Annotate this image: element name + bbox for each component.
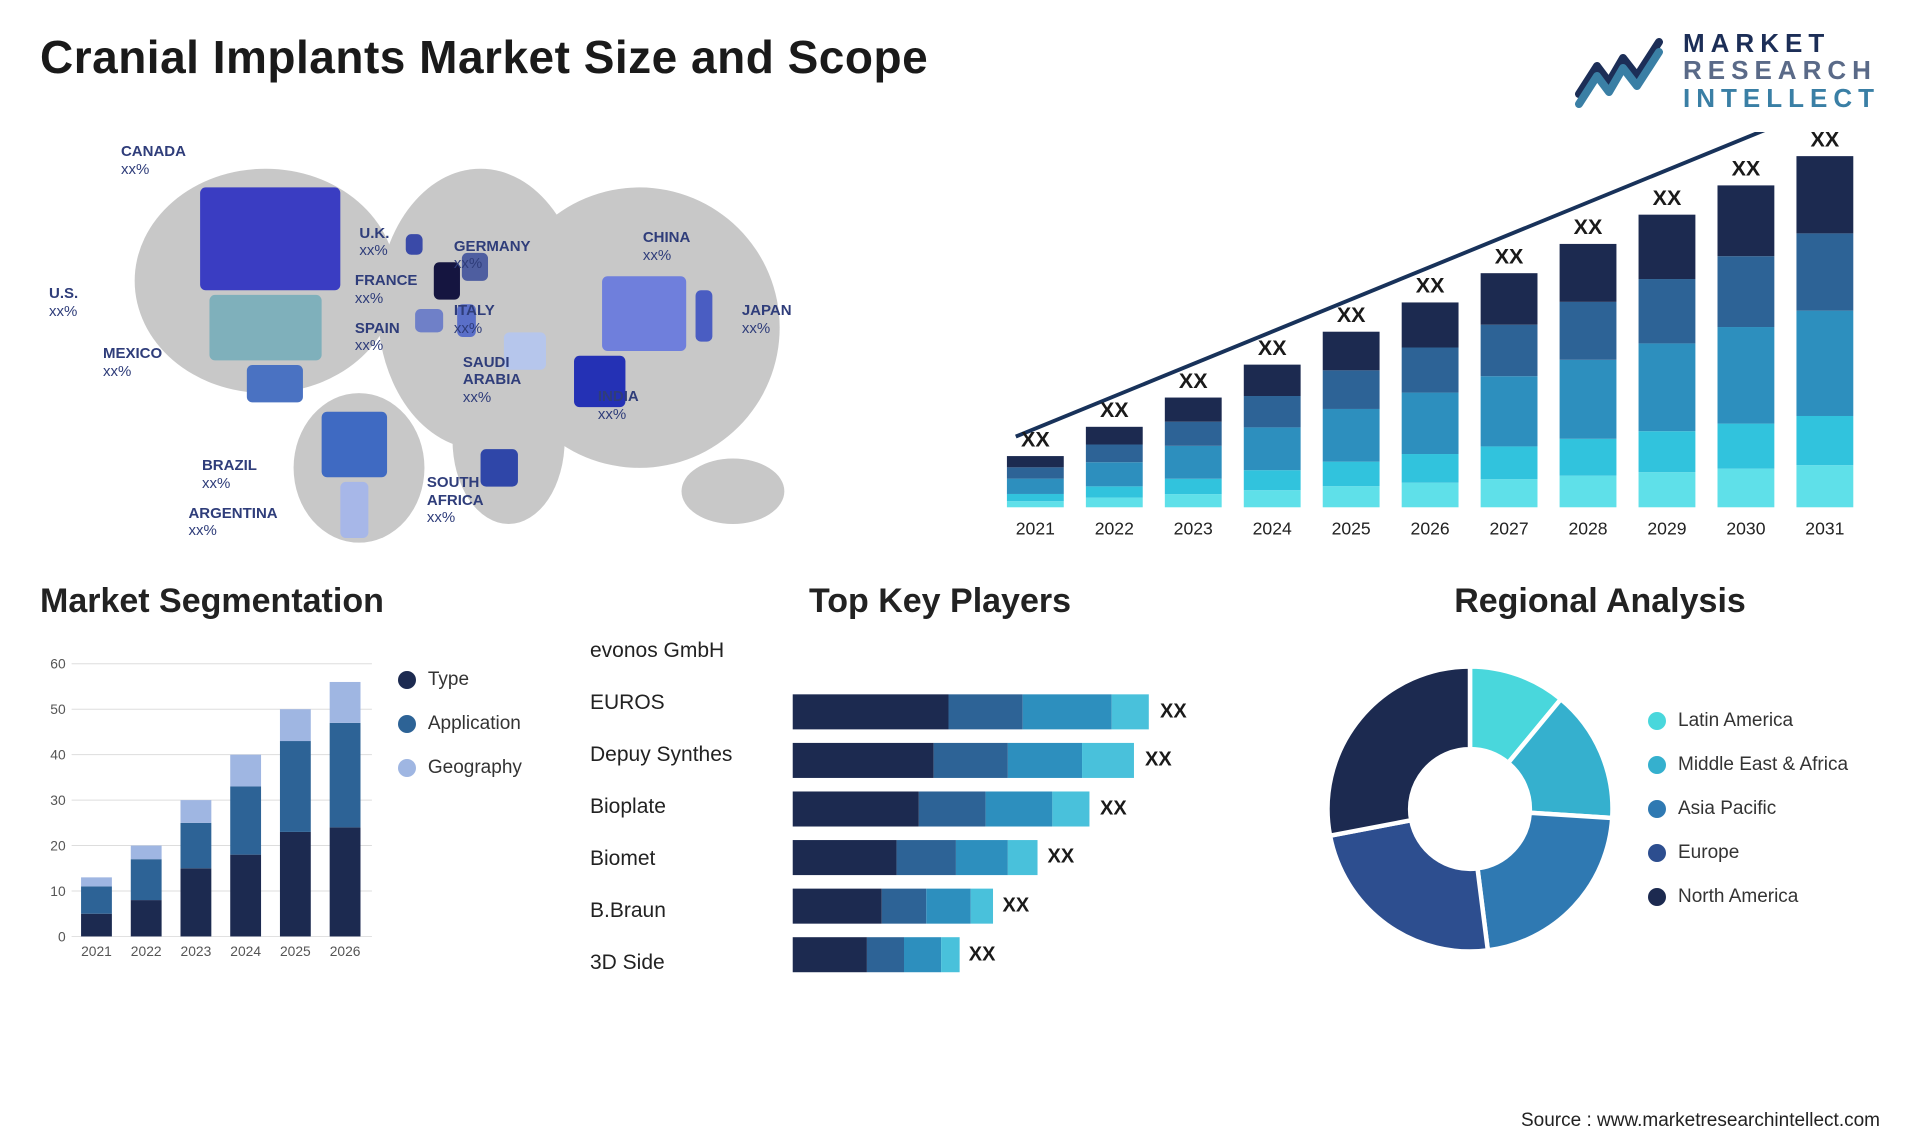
regional-donut-svg [1320, 659, 1620, 959]
svg-text:2024: 2024 [230, 943, 261, 959]
segmentation-legend: Type Application Geography [398, 639, 560, 979]
svg-text:XX: XX [1021, 427, 1050, 451]
regional-title: Regional Analysis [1454, 582, 1746, 621]
player-value: XX [1145, 749, 1172, 772]
svg-text:XX: XX [1573, 215, 1602, 239]
map-label: ITALYxx% [454, 302, 495, 337]
player-value: XX [969, 943, 996, 966]
map-label: CHINAxx% [643, 229, 691, 264]
svg-text:2022: 2022 [131, 943, 162, 959]
segmentation-svg: 0 10 20 30 40 50 60 2021 2022 2023 2024 2025 2026 [40, 639, 376, 979]
map-label: U.K.xx% [359, 225, 389, 260]
svg-text:40: 40 [50, 746, 66, 762]
player-value: XX [1160, 700, 1187, 723]
svg-text:50: 50 [50, 701, 66, 717]
legend-item: North America [1648, 886, 1848, 908]
legend-item: Middle East & Africa [1648, 754, 1848, 776]
logo-line1: MARKET [1683, 30, 1880, 57]
svg-text:2026: 2026 [330, 943, 361, 959]
map-label: SPAINxx% [355, 320, 400, 355]
brand-mark-icon [1575, 34, 1665, 108]
legend-item: Application [398, 713, 560, 735]
players-panel: Top Key Players evonos GmbH EUROS Depuy Sy… [590, 582, 1290, 1002]
player-label: Depuy Synthes [590, 743, 770, 767]
logo-line2: RESEARCH [1683, 57, 1880, 84]
player-label: EUROS [590, 691, 770, 715]
market-size-svg: 2021 2022 2023 2024 2025 2026 2027 2028 2029 2030… [990, 132, 1870, 552]
legend-item: Latin America [1648, 710, 1848, 732]
regional-panel: Regional Analysis Latin America Middle Ea… [1320, 582, 1880, 1002]
map-label: INDIAxx% [598, 388, 639, 423]
map-label: MEXICOxx% [103, 345, 162, 380]
map-label: GERMANYxx% [454, 238, 531, 273]
regional-donut [1320, 659, 1620, 959]
legend-item: Europe [1648, 842, 1848, 864]
svg-text:XX: XX [1494, 244, 1523, 268]
players-bars: XX XX XX XX XX XX [790, 639, 1290, 979]
player-label: 3D Side [590, 951, 770, 975]
map-label: SAUDIARABIAxx% [463, 354, 521, 406]
svg-text:2028: 2028 [1568, 519, 1607, 539]
map-label: U.S.xx% [49, 285, 78, 320]
segmentation-panel: Market Segmentation 0 10 20 30 40 50 60 2021 20… [40, 582, 560, 1002]
player-value: XX [1100, 797, 1127, 820]
svg-text:2024: 2024 [1252, 519, 1291, 539]
svg-text:2031: 2031 [1805, 519, 1844, 539]
player-label: evonos GmbH [590, 639, 770, 663]
map-label: BRAZILxx% [202, 457, 257, 492]
players-svg [790, 639, 1290, 979]
regional-legend: Latin America Middle East & Africa Asia Pa… [1648, 710, 1848, 908]
svg-text:2023: 2023 [1173, 519, 1212, 539]
svg-text:XX: XX [1810, 132, 1839, 151]
player-label: Biomet [590, 847, 770, 871]
segmentation-title: Market Segmentation [40, 582, 560, 621]
svg-text:XX: XX [1337, 303, 1366, 327]
legend-item: Type [398, 669, 560, 691]
map-label: CANADAxx% [121, 143, 186, 178]
svg-text:XX: XX [1179, 369, 1208, 393]
svg-text:2026: 2026 [1410, 519, 1449, 539]
player-label: Bioplate [590, 795, 770, 819]
svg-text:2029: 2029 [1647, 519, 1686, 539]
logo-line3: INTELLECT [1683, 85, 1880, 112]
svg-text:2021: 2021 [81, 943, 112, 959]
svg-text:2025: 2025 [280, 943, 311, 959]
svg-text:XX: XX [1100, 398, 1129, 422]
map-label: JAPANxx% [742, 302, 792, 337]
svg-text:20: 20 [50, 837, 66, 853]
map-label: FRANCExx% [355, 272, 418, 307]
svg-text:XX: XX [1258, 336, 1287, 360]
svg-text:60: 60 [50, 656, 66, 672]
legend-item: Asia Pacific [1648, 798, 1848, 820]
svg-text:2030: 2030 [1726, 519, 1765, 539]
svg-text:XX: XX [1731, 157, 1760, 181]
world-map: CANADAxx% U.S.xx% MEXICOxx% BRAZILxx% ARGENT… [40, 122, 940, 552]
svg-text:2022: 2022 [1095, 519, 1134, 539]
map-label: SOUTHAFRICAxx% [427, 474, 484, 526]
players-title: Top Key Players [590, 582, 1290, 621]
svg-text:2025: 2025 [1331, 519, 1370, 539]
legend-item: Geography [398, 757, 560, 779]
player-value: XX [1003, 895, 1030, 918]
page-title: Cranial Implants Market Size and Scope [40, 30, 928, 84]
svg-text:XX: XX [1416, 274, 1445, 298]
svg-text:XX: XX [1652, 186, 1681, 210]
market-size-bar-chart: 2021 2022 2023 2024 2025 2026 2027 2028 2029 2030… [980, 122, 1880, 552]
segmentation-chart: 0 10 20 30 40 50 60 2021 2022 2023 2024 2025 2026 [40, 639, 376, 979]
player-value: XX [1048, 846, 1075, 869]
svg-text:30: 30 [50, 792, 66, 808]
svg-text:10: 10 [50, 883, 66, 899]
players-labels: evonos GmbH EUROS Depuy Synthes Bioplate Bio… [590, 639, 770, 979]
svg-text:2021: 2021 [1016, 519, 1055, 539]
source-attribution: Source : www.marketresearchintellect.com [1521, 1110, 1880, 1132]
map-label: ARGENTINAxx% [188, 505, 277, 540]
svg-text:2023: 2023 [181, 943, 212, 959]
brand-logo: MARKET RESEARCH INTELLECT [1575, 30, 1880, 112]
svg-text:2027: 2027 [1489, 519, 1528, 539]
svg-text:0: 0 [58, 928, 66, 944]
player-label: B.Braun [590, 899, 770, 923]
